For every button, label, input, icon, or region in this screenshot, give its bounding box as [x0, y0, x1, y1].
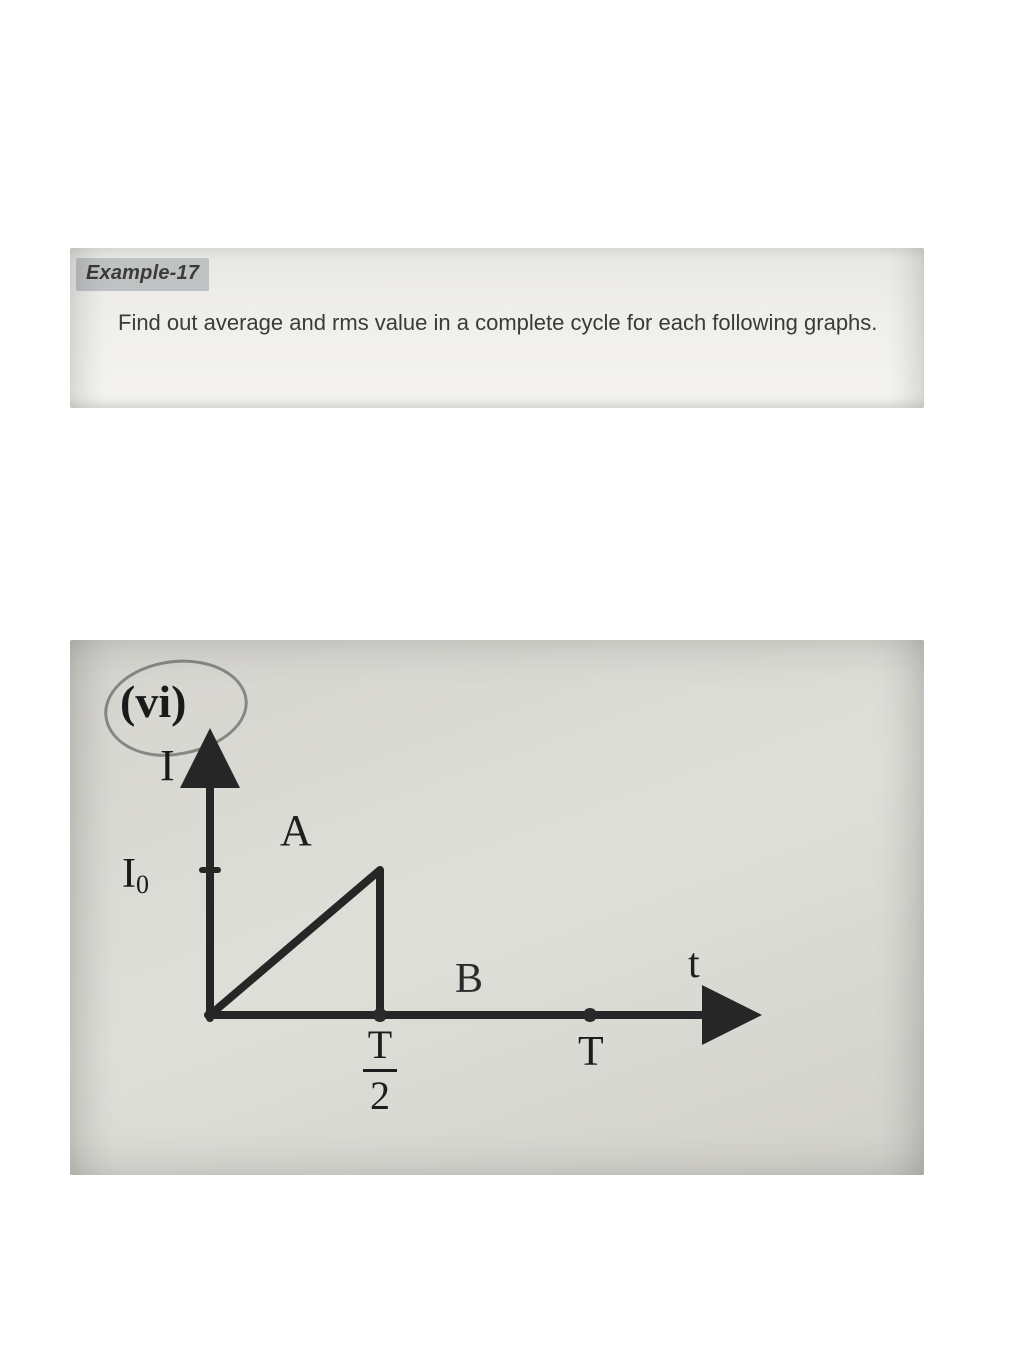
- graph-panel: (vi) I I0 A B t T 2 T: [70, 640, 924, 1175]
- graph-svg: [70, 640, 924, 1175]
- x-tick-dot-Tover2: [373, 1008, 387, 1022]
- x-tick-dot-T: [583, 1008, 597, 1022]
- page-root: Example-17 Find out average and rms valu…: [0, 0, 1024, 1348]
- waveform-ramp: [210, 870, 380, 1015]
- question-strip: Example-17 Find out average and rms valu…: [70, 248, 924, 408]
- question-text: Find out average and rms value in a comp…: [118, 308, 912, 338]
- example-badge: Example-17: [76, 258, 209, 291]
